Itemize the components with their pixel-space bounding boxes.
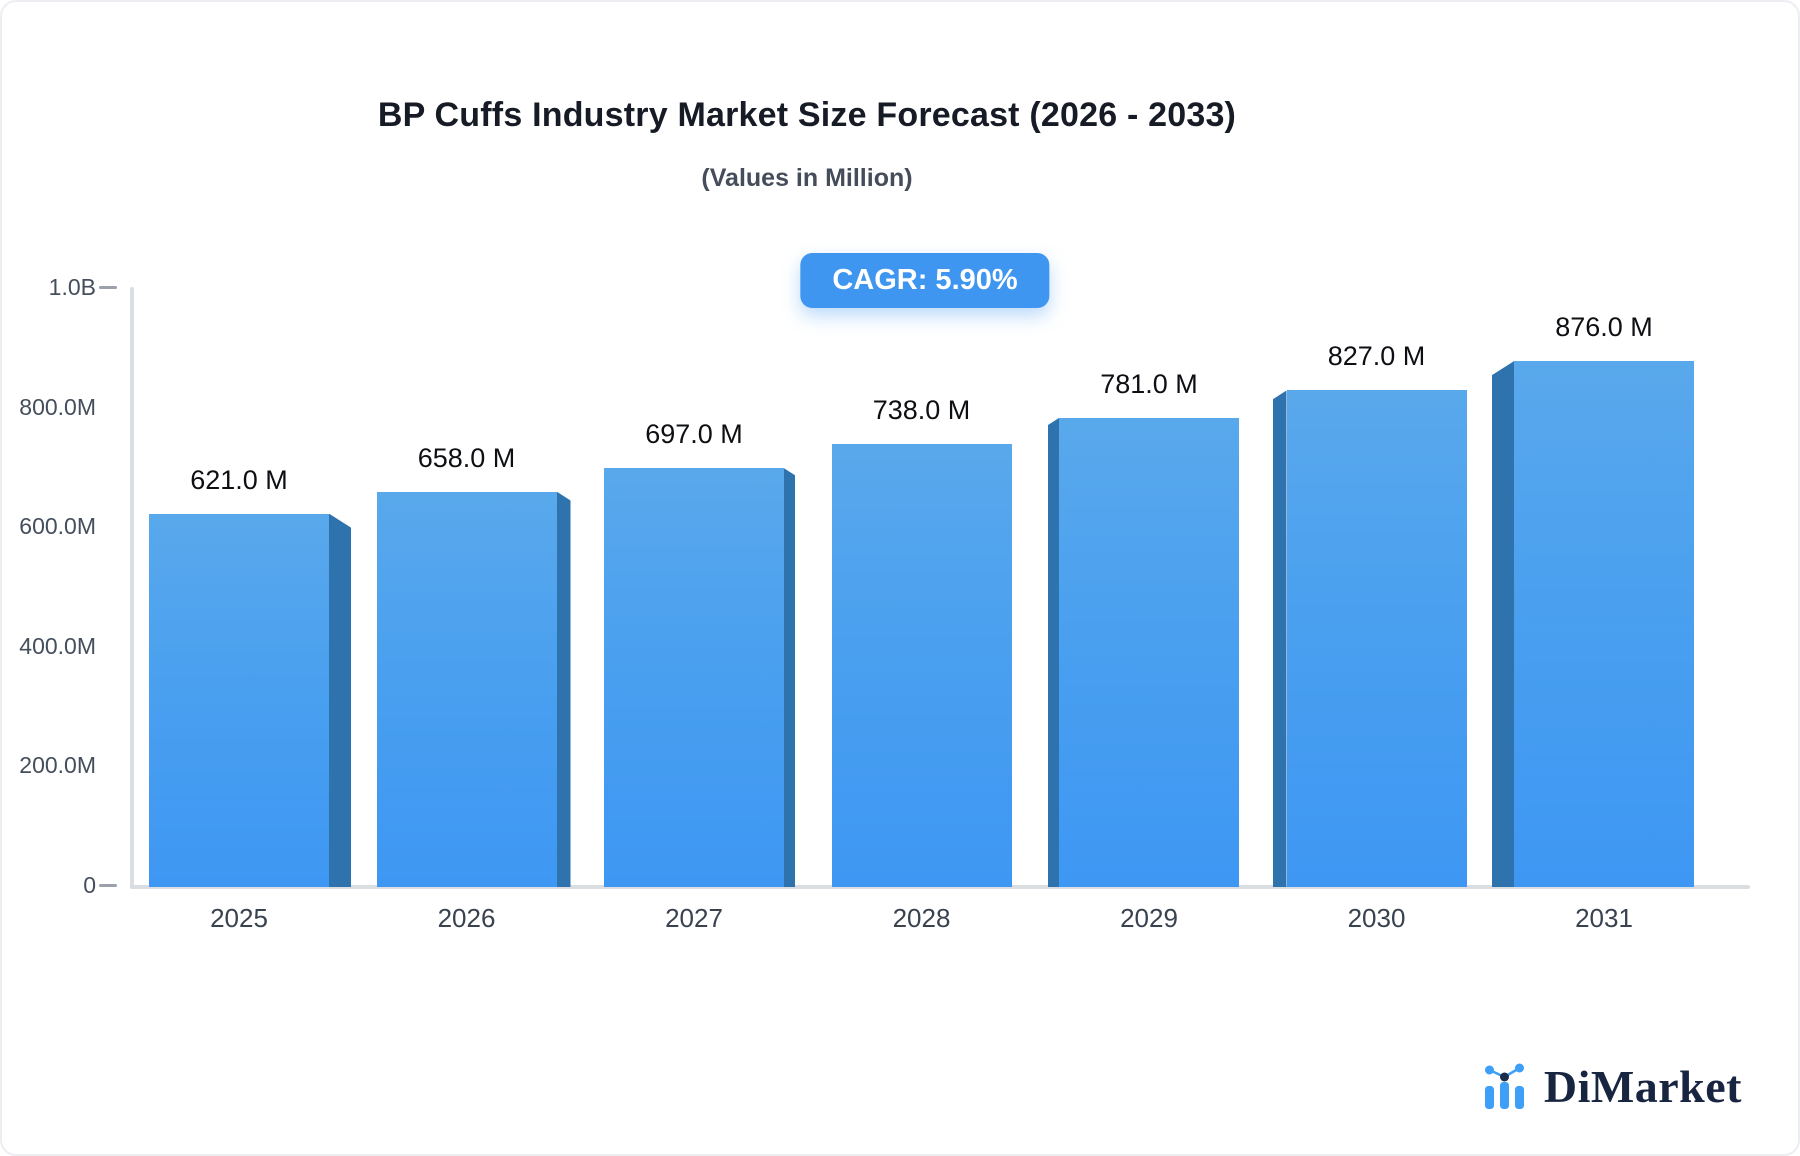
- bar-face: [831, 443, 1012, 887]
- y-tick-mark: [99, 883, 117, 887]
- bar-face: [376, 491, 557, 887]
- bar-2026: [376, 491, 571, 887]
- bar-2027: [604, 468, 795, 887]
- bar-face: [604, 468, 784, 887]
- brand-logo: DiMarket: [1481, 1062, 1742, 1110]
- bar-value-label: 781.0 M: [1100, 368, 1198, 399]
- bar-3d-side: [556, 491, 571, 887]
- y-tick-mark: [99, 285, 117, 289]
- x-axis-label: 2028: [892, 903, 951, 933]
- bar-2030: [1272, 390, 1467, 887]
- bar-value-label: 738.0 M: [872, 394, 971, 425]
- chart-title: BP Cuffs Industry Market Size Forecast (…: [377, 96, 1237, 134]
- bar-3d-side: [329, 513, 351, 887]
- bar-2029: [1048, 417, 1239, 887]
- y-tick-label: 800.0M: [19, 393, 96, 420]
- y-tick-label: 400.0M: [19, 632, 96, 659]
- x-axis-label: 2030: [1347, 903, 1406, 933]
- x-axis-label: 2027: [665, 903, 723, 933]
- y-tick-label: 200.0M: [19, 752, 96, 779]
- y-tick-label: 0: [83, 872, 96, 898]
- bar-3d-side: [1048, 417, 1059, 887]
- bar-value-label: 697.0 M: [645, 419, 743, 450]
- logo-text: DiMarket: [1543, 1061, 1742, 1112]
- bar-value-label: 658.0 M: [417, 442, 516, 473]
- bar-3d-side: [784, 468, 795, 887]
- bar-value-label: 621.0 M: [190, 464, 288, 495]
- chart-subtitle: (Values in Million): [701, 164, 913, 192]
- y-tick-label: 1.0B: [48, 274, 96, 300]
- y-tick-label: 600.0M: [19, 513, 96, 540]
- x-axis-label: 2026: [437, 903, 496, 933]
- bar-face: [149, 513, 329, 887]
- bar-face: [1514, 361, 1694, 887]
- x-axis-label: 2031: [1575, 903, 1633, 933]
- bar-3d-side: [1492, 361, 1514, 887]
- logo-bar-line-chart-icon: [1484, 1063, 1524, 1109]
- bar-face: [1059, 417, 1239, 887]
- bar-3d-side: [1272, 390, 1287, 887]
- cagr-badge: CAGR: 5.90%: [800, 253, 1050, 308]
- x-axis-baseline: [130, 885, 1750, 889]
- bar-value-label: 876.0 M: [1555, 312, 1653, 343]
- bar-face: [1286, 390, 1467, 887]
- bar-2031: [1492, 361, 1694, 887]
- bar-2028: [831, 443, 1012, 887]
- bar-value-label: 827.0 M: [1327, 341, 1426, 372]
- y-axis-line: [130, 287, 134, 889]
- x-axis-label: 2025: [210, 903, 268, 933]
- bar-2025: [149, 513, 351, 887]
- x-axis-label: 2029: [1120, 903, 1178, 933]
